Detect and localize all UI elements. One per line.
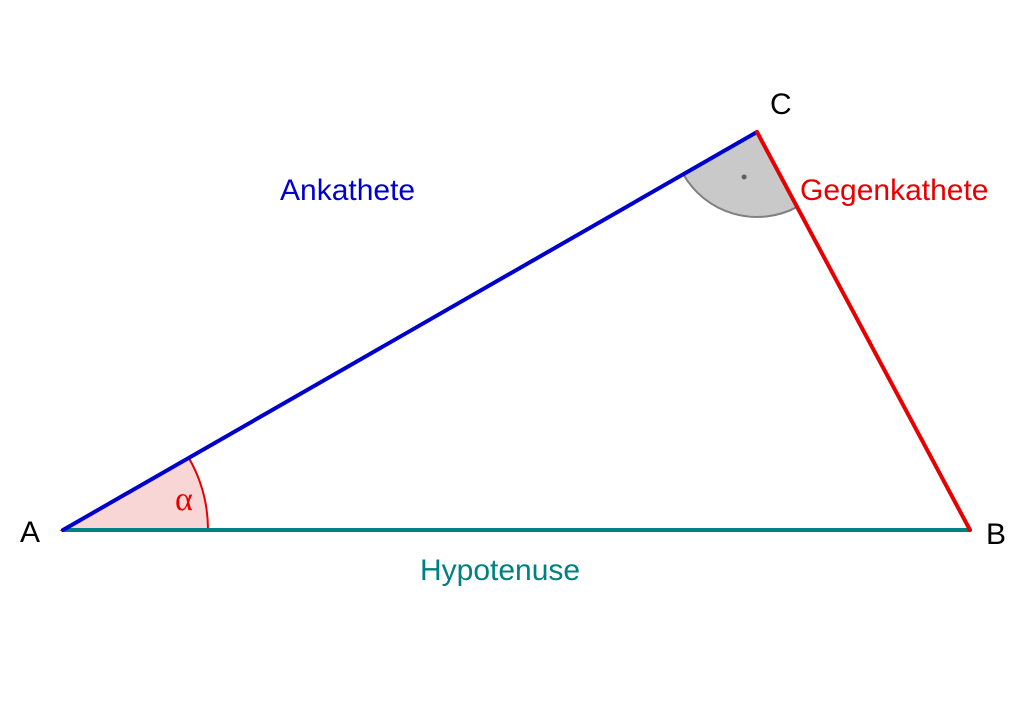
side-label-adjacent: Ankathete: [280, 174, 415, 207]
triangle-diagram: A B C Hypotenuse Ankathete Gegenkathete …: [0, 0, 1024, 709]
vertex-label-c: C: [770, 88, 792, 121]
side-label-hypotenuse: Hypotenuse: [420, 554, 580, 587]
side-label-opposite: Gegenkathete: [800, 174, 988, 207]
right-angle-dot: [742, 174, 747, 179]
vertex-label-a: A: [20, 516, 40, 549]
vertex-label-b: B: [986, 518, 1006, 551]
angle-label-alpha: α: [175, 481, 193, 518]
